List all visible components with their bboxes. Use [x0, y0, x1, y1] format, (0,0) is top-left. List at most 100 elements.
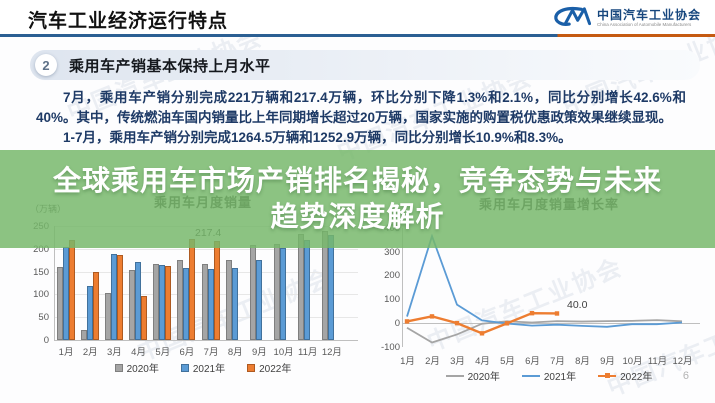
bar-2021年-3月 [110, 253, 117, 340]
line-chart-y-tick: -100 [380, 341, 400, 353]
bar-2022年-6月 [189, 238, 196, 340]
page-number: 6 [682, 370, 689, 382]
bar-chart-y-tick: 0 [43, 335, 49, 346]
bar-2021年-5月 [159, 264, 166, 340]
bar-chart-legend: 2020年 2021年 2022年 [26, 360, 380, 375]
legend-item-2020年: 2020年 [114, 360, 159, 375]
bar-2021年-2月 [86, 286, 93, 340]
line-chart-zero-axis [402, 323, 700, 324]
marker-2022年-3月 [454, 320, 460, 326]
bar-2021年-9月 [255, 259, 262, 340]
bar-2021年-4月 [135, 262, 141, 340]
bar-chart-x-axis [54, 340, 358, 341]
banner-title-line1: 全球乘用车市场产销排名揭秘，竞争态势与未来 [52, 165, 662, 196]
legend-label: 2020年 [126, 364, 159, 375]
line-chart-x-tick: 7月 [550, 355, 565, 367]
bar-chart-x-tick: 6月 [179, 347, 195, 358]
legend-label: 2021年 [192, 364, 226, 375]
bar-chart-gridline [54, 248, 358, 250]
line-chart-x-tick: 8月 [575, 355, 590, 367]
line-chart-x-tick: 4月 [475, 355, 490, 367]
legend-item-2022年: 2022年 [247, 360, 291, 375]
line-chart-y-tick: 100 [384, 294, 400, 306]
bar-chart-x-tick: 3月 [107, 347, 122, 358]
marker-2022年-2月 [429, 314, 435, 319]
legend-item-2021年: 2021年 [521, 368, 577, 383]
bar-2022年-4月 [141, 295, 147, 340]
bar-chart-x-tick: 1月 [58, 347, 74, 358]
monthly-sales-bar-chart: 乘用车月度销量 （万辆） 0501001502002501月2月3月4月5月6月… [26, 190, 380, 390]
legend-swatch-2020年 [445, 374, 464, 377]
marker-2022年-1月 [404, 319, 410, 324]
bar-2021年-8月 [231, 268, 238, 340]
legend-item-2022年: 2022年 [598, 368, 652, 383]
line-chart-x-tick: 9月 [600, 355, 615, 367]
section-number-badge: 2 [35, 54, 57, 76]
legend-marker-dot [605, 373, 611, 378]
bar-2020年-8月 [225, 260, 232, 340]
legend-item-2020年: 2020年 [445, 368, 500, 383]
paragraph-jan-jul: 1-7月，乘用车产销分别完成1264.5万辆和1252.9万辆，同比分别增长10… [63, 130, 572, 145]
bar-2020年-3月 [104, 292, 111, 340]
legend-swatch-2020年 [114, 363, 123, 372]
bar-2020年-1月 [56, 266, 63, 340]
marker-2022年-6月 [529, 310, 535, 316]
bar-chart-x-tick: 8月 [227, 347, 243, 358]
slide-header: 汽车工业经济运行特点 中国汽车工业协会 China Association of… [0, 0, 715, 34]
legend-swatch-2022年 [247, 363, 256, 372]
line-chart-x-tick: 12月 [672, 355, 693, 367]
bar-chart-y-tick: 100 [33, 289, 49, 301]
line-chart-x-tick: 11月 [647, 355, 668, 367]
caam-logo: 中国汽车工业协会 China Association of Automobile… [553, 5, 701, 32]
line-chart-y-tick: 200 [384, 270, 400, 282]
line-chart-x-tick: 1月 [400, 355, 415, 367]
legend-swatch-2021年 [521, 374, 540, 377]
line-chart-data-label: 40.0 [567, 299, 588, 312]
marker-2022年-5月 [504, 321, 510, 326]
bar-2022年-1月 [68, 240, 75, 340]
line-series-2021年 [406, 233, 683, 328]
bar-chart-x-tick: 10月 [273, 347, 294, 358]
line-chart-y-axis [402, 228, 403, 347]
line-chart-x-tick: 6月 [525, 355, 540, 367]
bar-chart-x-tick: 2月 [82, 347, 98, 358]
bar-chart-x-tick: 4月 [131, 347, 146, 358]
bar-chart-x-tick: 5月 [155, 347, 171, 358]
section-heading-bar: 2 乘用车产销基本保持上月水平 [30, 50, 700, 80]
header-divider [0, 34, 715, 37]
logo-org-name-en: China Association of Automobile Manufact… [596, 21, 692, 27]
bar-chart-y-axis [54, 226, 55, 340]
section-heading: 乘用车产销基本保持上月水平 [69, 57, 271, 75]
bar-2021年-12月 [328, 235, 335, 340]
logo-org-name: 中国汽车工业协会 [596, 8, 701, 23]
legend-swatch-2021年 [180, 363, 189, 372]
marker-2022年-4月 [479, 331, 485, 336]
bar-2020年-7月 [201, 264, 208, 340]
bar-2022年-3月 [116, 255, 123, 340]
line-chart-plot [404, 233, 683, 344]
bar-chart-x-tick: 7月 [203, 347, 219, 358]
line-chart-x-tick: 5月 [500, 355, 515, 367]
legend-label: 2020年 [467, 372, 500, 383]
body-text: 7月，乘用车产销分别完成221万辆和217.4万辆，环比分别下降1.3%和2.1… [36, 88, 686, 148]
bar-chart-y-tick: 150 [33, 266, 49, 278]
bar-2021年-6月 [183, 268, 190, 340]
line-chart-y-tick: 0 [394, 318, 400, 329]
bar-2021年-11月 [304, 240, 311, 340]
legend-swatch-2022年 [598, 373, 617, 378]
legend-label: 2021年 [543, 372, 577, 383]
marker-2022年-7月 [554, 311, 560, 316]
legend-label: 2022年 [259, 364, 292, 375]
bar-2020年-4月 [129, 269, 135, 340]
line-series-2020年 [406, 319, 683, 344]
line-chart-x-tick: 2月 [425, 355, 440, 367]
line-chart-legend: 2020年 2021年 2022年 [386, 368, 712, 383]
bar-chart-y-tick: 50 [38, 312, 49, 324]
bar-2020年-6月 [177, 259, 184, 340]
caam-logo-icon [553, 5, 592, 32]
bar-2021年-10月 [280, 248, 286, 340]
legend-label: 2022年 [620, 372, 653, 383]
bar-chart-x-tick: 11月 [298, 347, 318, 358]
bar-2020年-5月 [153, 263, 160, 340]
bar-chart-y-tick: 200 [33, 243, 49, 255]
